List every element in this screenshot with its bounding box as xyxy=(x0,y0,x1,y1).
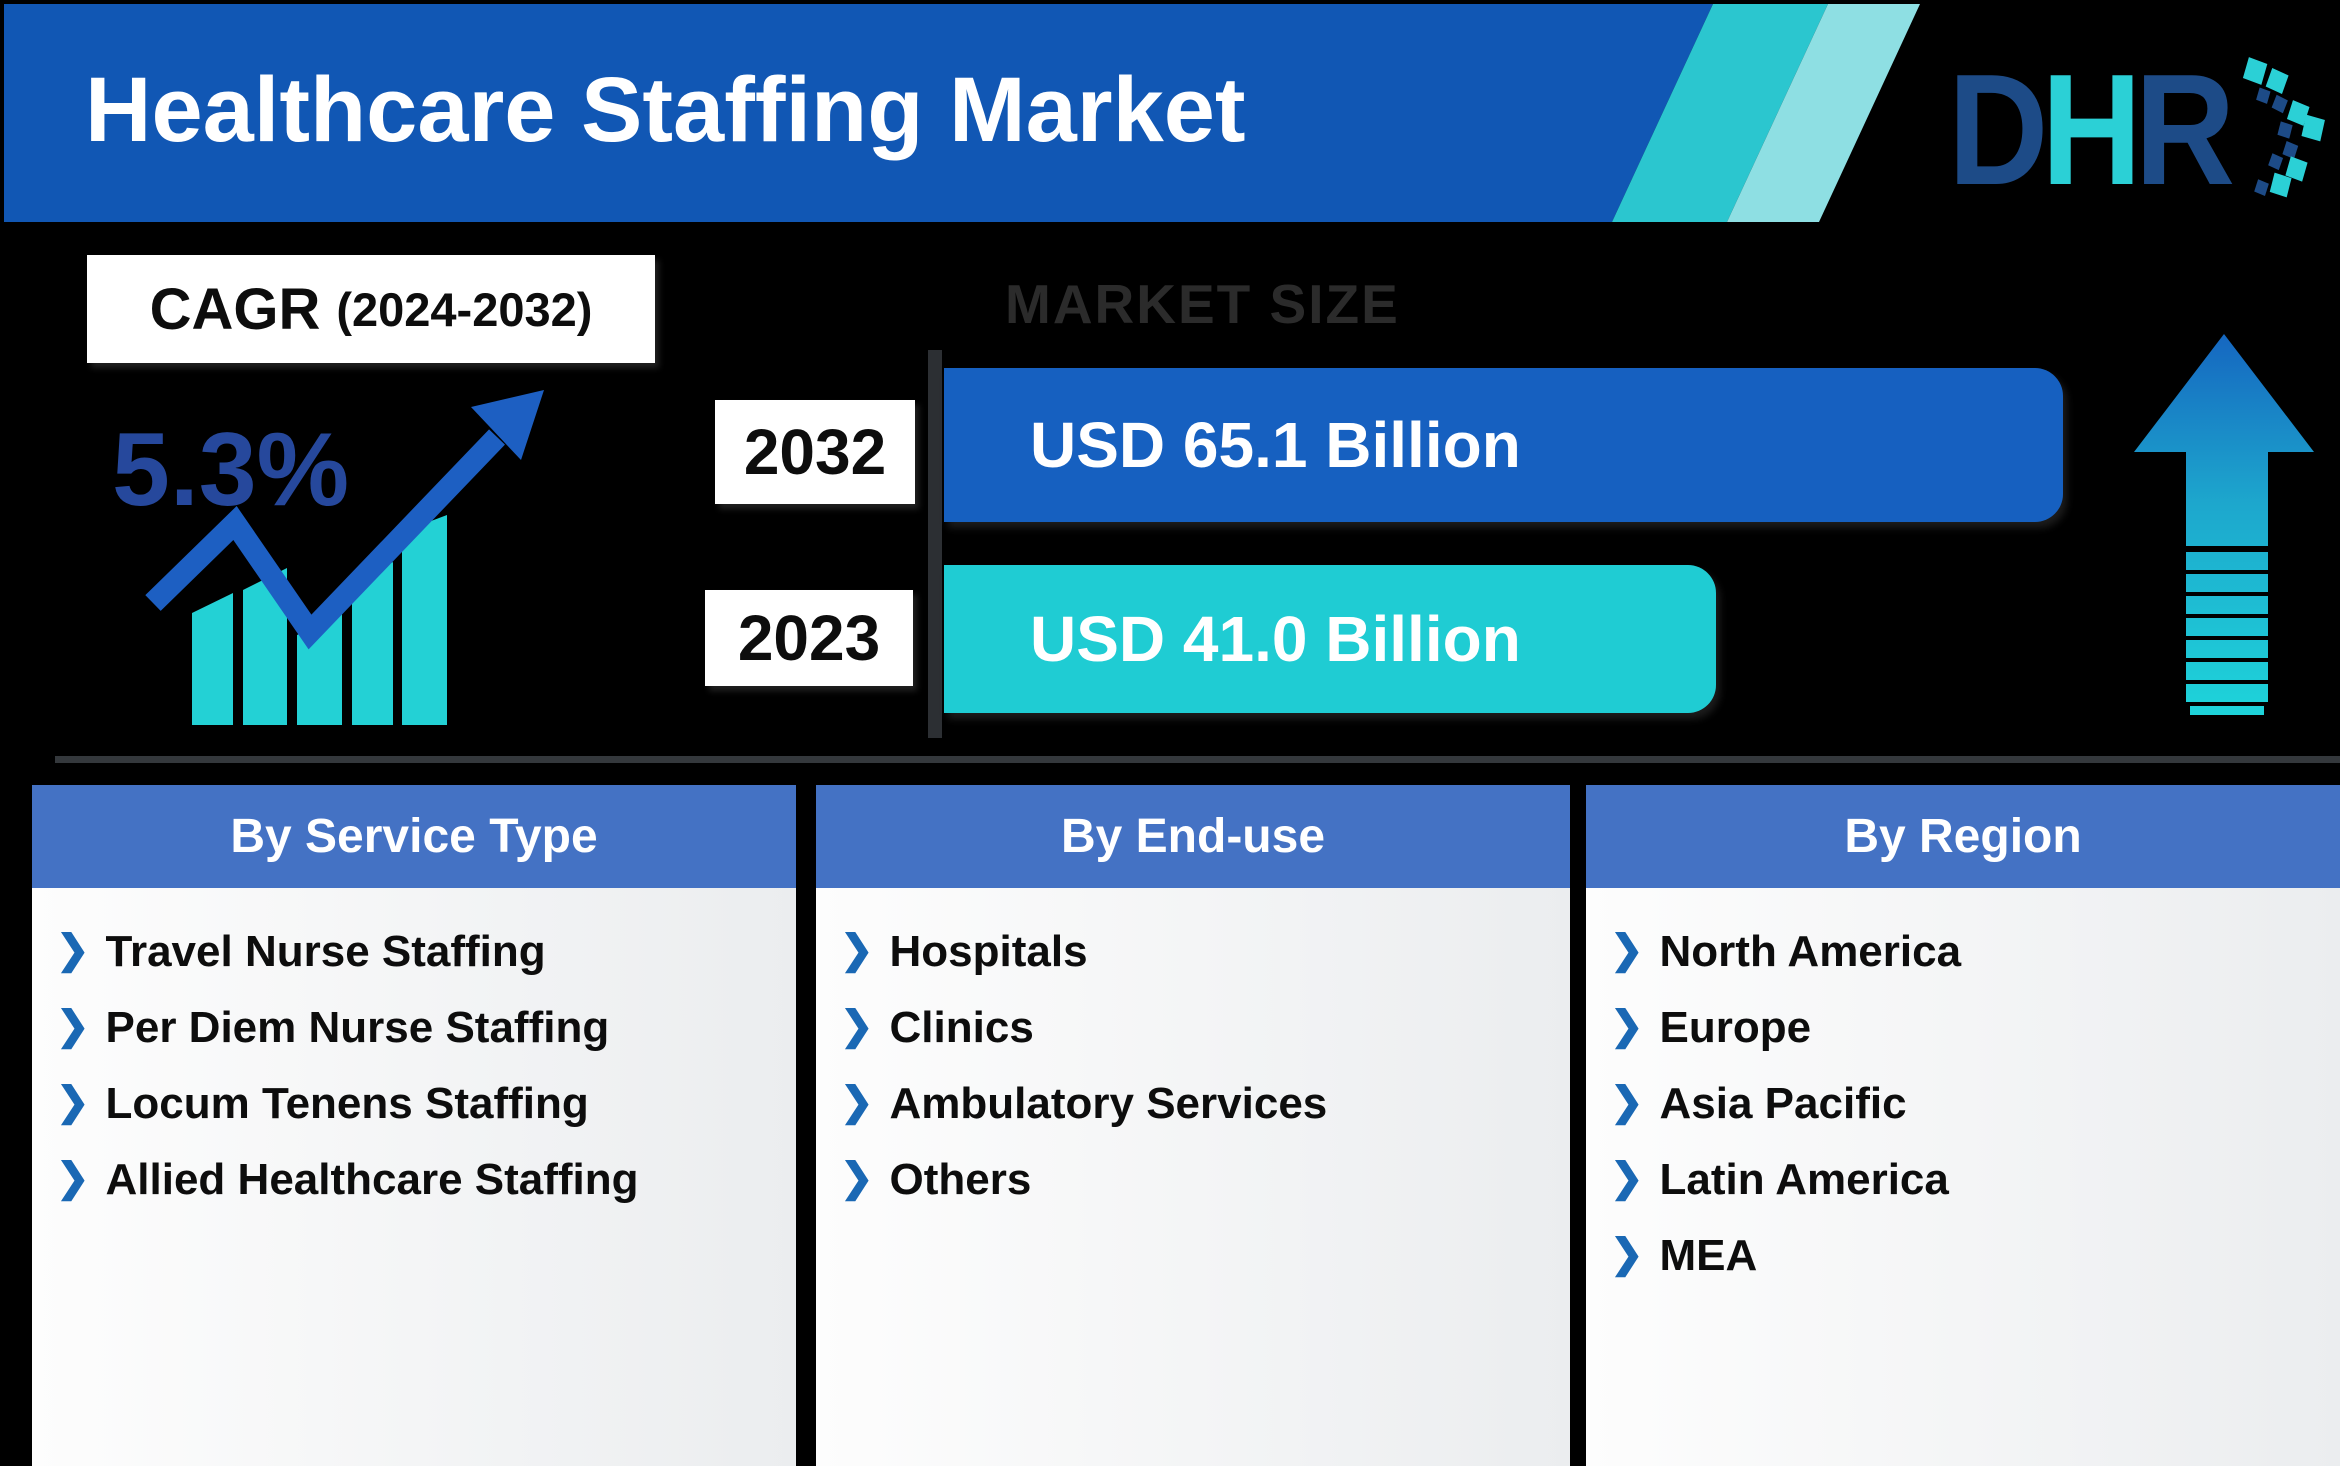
list-item: ❯ Locum Tenens Staffing xyxy=(56,1066,786,1142)
segment-column-region: By Region ❯ North America ❯ Europe ❯ Asi… xyxy=(1586,785,2340,1466)
chevron-right-icon: ❯ xyxy=(1610,1004,1644,1048)
logo-letter-h: H xyxy=(2041,42,2141,218)
logo-letter-r: R xyxy=(2134,42,2235,218)
list-item: ❯ Europe xyxy=(1610,990,2330,1066)
list-item-label: Latin America xyxy=(1659,1155,1949,1204)
year-text: 2032 xyxy=(743,416,887,488)
header-blue-band xyxy=(4,4,1713,222)
chevron-right-icon: ❯ xyxy=(56,928,90,972)
list-item: ❯ Asia Pacific xyxy=(1610,1066,2330,1142)
chevron-right-icon: ❯ xyxy=(56,1004,90,1048)
column-list: ❯ North America ❯ Europe ❯ Asia Pacific … xyxy=(1586,888,2340,1294)
cagr-label: CAGR xyxy=(149,276,321,342)
chart-axis xyxy=(928,350,942,738)
segment-column-end-use: By End-use ❯ Hospitals ❯ Clinics ❯ Ambul… xyxy=(816,785,1570,1466)
growth-chart-icon xyxy=(145,390,544,725)
column-header: By Service Type xyxy=(32,785,796,888)
list-item: ❯ Clinics xyxy=(840,990,1560,1066)
list-item: ❯ Latin America xyxy=(1610,1142,2330,1218)
dhr-logo: DHR xyxy=(1948,51,2325,209)
section-divider xyxy=(55,756,2340,763)
chevron-right-icon: ❯ xyxy=(840,1080,874,1124)
market-size-title: MARKET SIZE xyxy=(1005,273,1400,335)
bar-value-label: USD 41.0 Billion xyxy=(1030,603,1521,675)
chevron-right-icon: ❯ xyxy=(840,1156,874,1200)
list-item-label: Ambulatory Services xyxy=(889,1079,1328,1128)
list-item: ❯ Hospitals xyxy=(840,914,1560,990)
list-item: ❯ Ambulatory Services xyxy=(840,1066,1560,1142)
list-item-label: North America xyxy=(1659,927,1962,976)
column-list: ❯ Travel Nurse Staffing ❯ Per Diem Nurse… xyxy=(32,888,796,1218)
list-item-label: MEA xyxy=(1659,1231,1758,1280)
logo-pixels-icon xyxy=(2242,57,2325,198)
cagr-value: 5.3% xyxy=(112,412,350,528)
year-text: 2023 xyxy=(737,602,881,674)
chart-bar xyxy=(243,568,287,725)
list-item: ❯ North America xyxy=(1610,914,2330,990)
list-item-label: Europe xyxy=(1659,1003,1812,1052)
page-title: Healthcare Staffing Market xyxy=(85,59,1246,161)
chart-bar xyxy=(192,593,233,725)
column-list: ❯ Hospitals ❯ Clinics ❯ Ambulatory Servi… xyxy=(816,888,1570,1218)
list-item-label: Allied Healthcare Staffing xyxy=(105,1155,639,1204)
bar-2023: USD 41.0 Billion xyxy=(944,565,1716,713)
column-header: By End-use xyxy=(816,785,1570,888)
chevron-right-icon: ❯ xyxy=(1610,1080,1644,1124)
list-item-label: Clinics xyxy=(889,1003,1034,1052)
segment-column-service-type: By Service Type ❯ Travel Nurse Staffing … xyxy=(32,785,796,1466)
year-label-2032: 2032 xyxy=(715,400,915,504)
up-arrow-icon xyxy=(2134,334,2314,715)
chevron-right-icon: ❯ xyxy=(1610,928,1644,972)
list-item: ❯ Others xyxy=(840,1142,1560,1218)
header-lightteal-stripe xyxy=(1727,4,1920,222)
bar-value-label: USD 65.1 Billion xyxy=(1030,409,1521,481)
trend-arrow-line xyxy=(145,429,505,650)
list-item-label: Hospitals xyxy=(889,927,1088,976)
chevron-right-icon: ❯ xyxy=(1610,1232,1644,1276)
column-header: By Region xyxy=(1586,785,2340,888)
chevron-right-icon: ❯ xyxy=(840,1004,874,1048)
chevron-right-icon: ❯ xyxy=(1610,1156,1644,1200)
logo-letter-d: D xyxy=(1948,42,2048,218)
list-item-label: Asia Pacific xyxy=(1659,1079,1907,1128)
list-item: ❯ MEA xyxy=(1610,1218,2330,1294)
chevron-right-icon: ❯ xyxy=(840,928,874,972)
list-item: ❯ Per Diem Nurse Staffing xyxy=(56,990,786,1066)
chevron-right-icon: ❯ xyxy=(56,1080,90,1124)
trend-arrow-head xyxy=(471,390,544,460)
list-item: ❯ Allied Healthcare Staffing xyxy=(56,1142,786,1218)
chart-bar xyxy=(352,562,393,725)
bar-2032: USD 65.1 Billion xyxy=(944,368,2063,522)
chevron-right-icon: ❯ xyxy=(56,1156,90,1200)
cagr-box: CAGR (2024-2032) xyxy=(87,255,655,363)
cagr-period: (2024-2032) xyxy=(336,282,593,336)
header-teal-stripe xyxy=(1612,4,1828,222)
chart-bar xyxy=(402,515,447,725)
year-label-2023: 2023 xyxy=(705,590,913,686)
header-band xyxy=(4,4,1920,222)
list-item: ❯ Travel Nurse Staffing xyxy=(56,914,786,990)
list-item-label: Locum Tenens Staffing xyxy=(105,1079,589,1128)
list-item-label: Others xyxy=(889,1155,1032,1204)
list-item-label: Travel Nurse Staffing xyxy=(105,927,546,976)
list-item-label: Per Diem Nurse Staffing xyxy=(105,1003,610,1052)
